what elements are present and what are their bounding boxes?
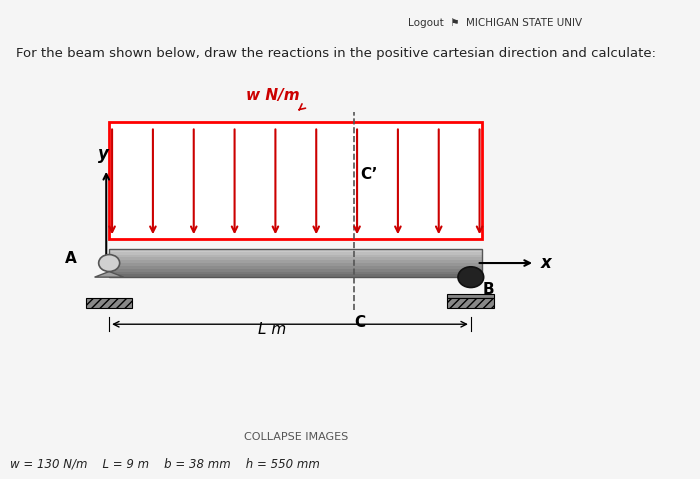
Text: C: C <box>354 315 365 330</box>
Text: C’: C’ <box>360 167 377 182</box>
Polygon shape <box>94 272 124 277</box>
Bar <box>109 266 482 269</box>
Bar <box>109 122 482 240</box>
Bar <box>109 254 482 257</box>
Bar <box>109 252 482 254</box>
Text: L m: L m <box>258 321 286 337</box>
Bar <box>109 274 482 277</box>
Bar <box>109 249 482 252</box>
Bar <box>447 294 494 298</box>
Bar <box>109 272 482 274</box>
Bar <box>447 298 494 308</box>
Circle shape <box>458 267 484 287</box>
Text: COLLAPSE IMAGES: COLLAPSE IMAGES <box>244 432 348 442</box>
Text: y: y <box>98 146 108 163</box>
Text: w N/m: w N/m <box>246 88 300 103</box>
Bar <box>109 260 482 263</box>
Bar <box>109 249 482 277</box>
Bar <box>86 298 132 308</box>
Circle shape <box>99 254 120 272</box>
Bar <box>109 269 482 272</box>
Text: Logout  ⚑  MICHIGAN STATE UNIV: Logout ⚑ MICHIGAN STATE UNIV <box>407 18 582 28</box>
Text: A: A <box>65 251 77 266</box>
Bar <box>109 263 482 266</box>
Text: For the beam shown below, draw the reactions in the positive cartesian direction: For the beam shown below, draw the react… <box>16 46 656 59</box>
FancyBboxPatch shape <box>109 249 482 277</box>
Text: x: x <box>541 254 552 272</box>
Bar <box>109 257 482 260</box>
Text: w = 130 N/m    L = 9 m    b = 38 mm    h = 550 mm: w = 130 N/m L = 9 m b = 38 mm h = 550 mm <box>10 457 320 470</box>
Text: B: B <box>482 282 494 297</box>
